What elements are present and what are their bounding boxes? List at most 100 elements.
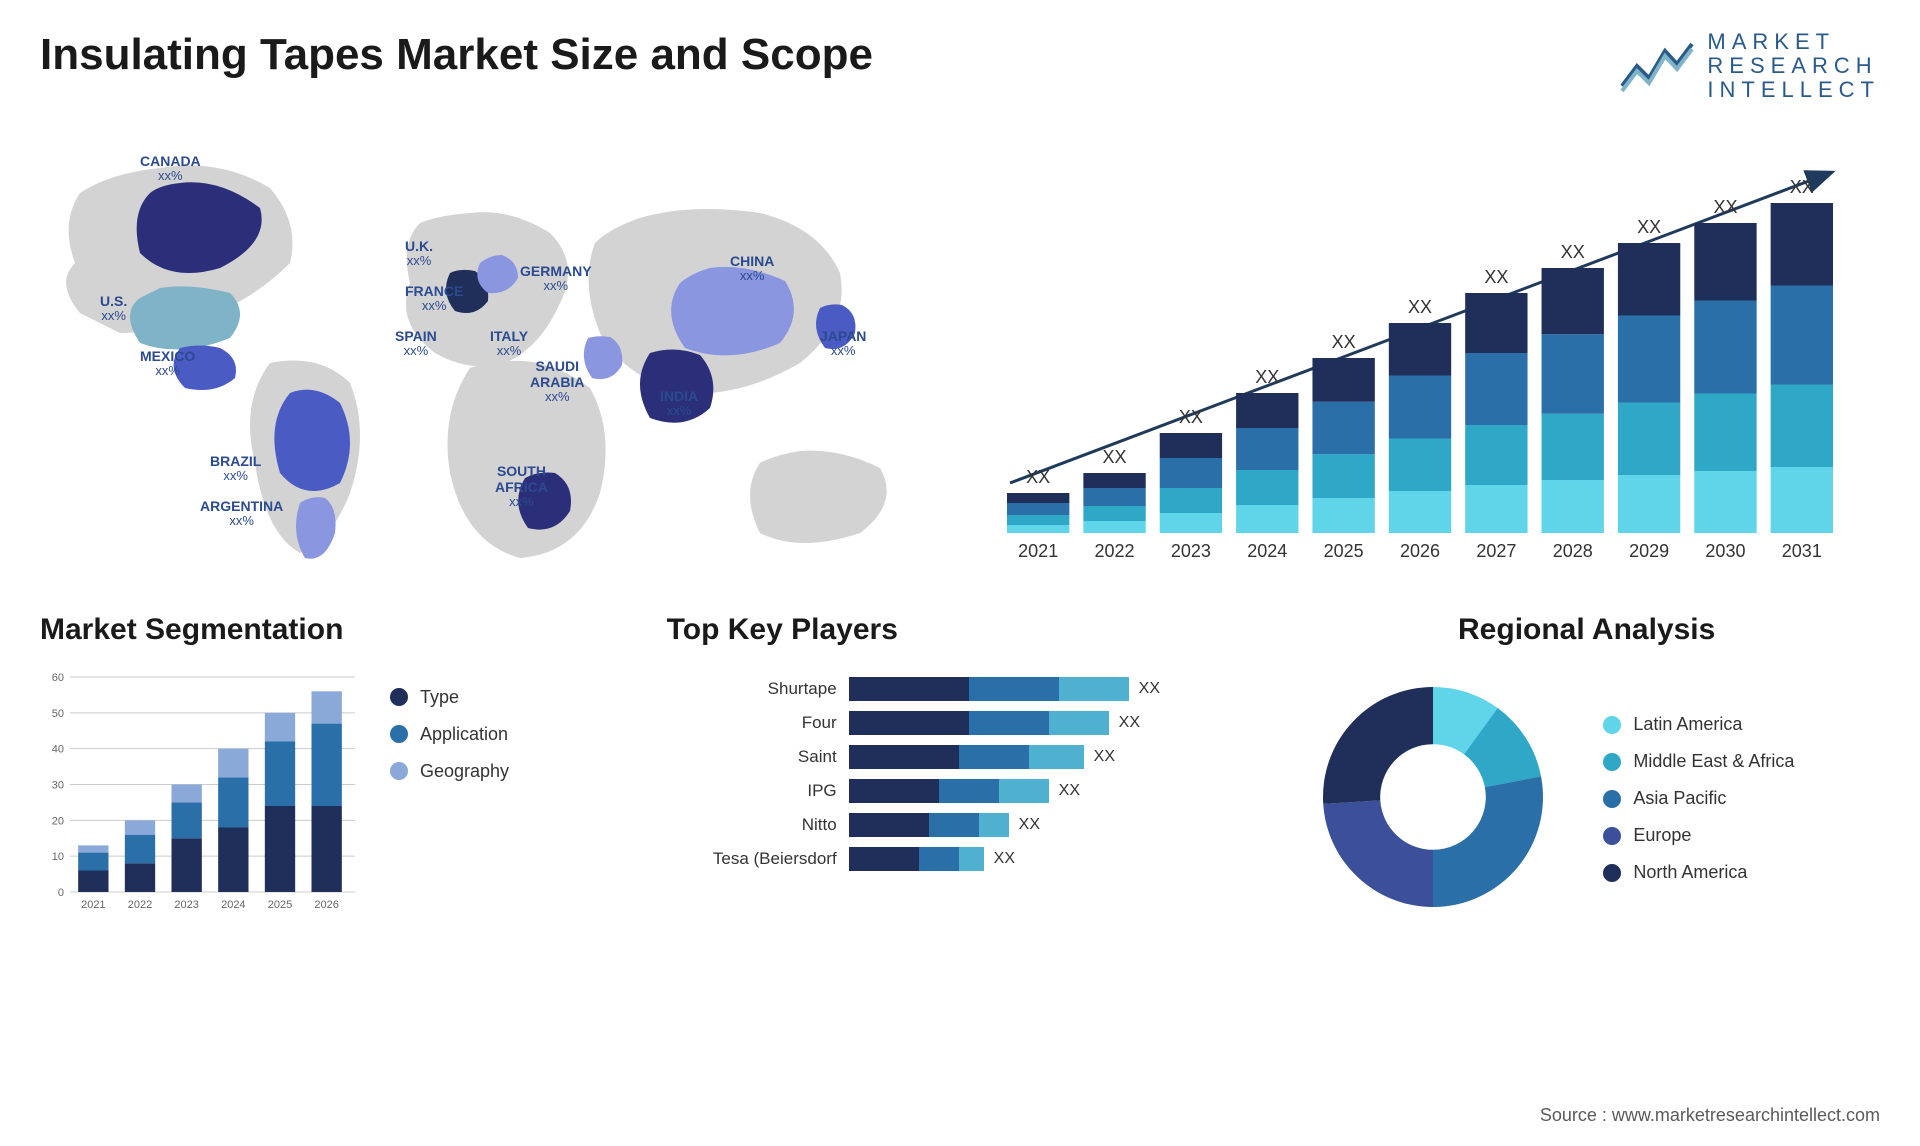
svg-text:40: 40 <box>52 743 64 755</box>
legend-dot-icon <box>390 725 408 743</box>
svg-text:XX: XX <box>1637 217 1661 237</box>
player-value: XX <box>1019 816 1040 834</box>
map-label-u-s-: U.S.xx% <box>100 293 127 324</box>
header: Insulating Tapes Market Size and Scope M… <box>40 30 1880 103</box>
player-bar-segment <box>1029 745 1084 769</box>
player-bar-segment <box>969 711 1049 735</box>
player-bar-wrap: XX <box>849 677 1254 701</box>
map-label-u-k-: U.K.xx% <box>405 238 433 269</box>
key-players-list: ShurtapeXXFourXXSaintXXIPGXXNittoXXTesa … <box>667 667 1254 871</box>
svg-text:XX: XX <box>1790 177 1814 197</box>
regional-legend-item: Asia Pacific <box>1603 788 1880 809</box>
svg-text:2028: 2028 <box>1553 541 1593 561</box>
player-bar-segment <box>959 847 984 871</box>
legend-label: Asia Pacific <box>1633 788 1726 809</box>
player-bar-wrap: XX <box>849 745 1254 769</box>
map-label-south-africa: SOUTHAFRICAxx% <box>495 463 548 510</box>
world-map: CANADAxx%U.S.xx%MEXICOxx%BRAZILxx%ARGENT… <box>40 133 940 563</box>
player-row: Tesa (BeiersdorfXX <box>667 847 1254 871</box>
player-label: Four <box>667 713 837 733</box>
legend-label: Middle East & Africa <box>1633 751 1794 772</box>
player-row: Nitto XX <box>667 813 1254 837</box>
map-label-saudi-arabia: SAUDIARABIAxx% <box>530 358 584 405</box>
brand-logo: MARKET RESEARCH INTELLECT <box>1617 30 1880 103</box>
player-label: Tesa (Beiersdorf <box>667 849 837 869</box>
svg-text:2031: 2031 <box>1782 541 1822 561</box>
svg-text:2024: 2024 <box>1247 541 1287 561</box>
regional-legend-item: North America <box>1603 862 1880 883</box>
map-label-canada: CANADAxx% <box>140 153 201 184</box>
legend-dot-icon <box>1603 827 1621 845</box>
player-bar-wrap: XX <box>849 711 1254 735</box>
segmentation-chart: 0102030405060202120222023202420252026 <box>40 667 360 917</box>
player-row: SaintXX <box>667 745 1254 769</box>
map-label-brazil: BRAZILxx% <box>210 453 261 484</box>
player-bar <box>849 779 1049 803</box>
map-label-germany: GERMANYxx% <box>520 263 592 294</box>
svg-text:2025: 2025 <box>268 899 292 911</box>
map-label-mexico: MEXICOxx% <box>140 348 195 379</box>
legend-label: Europe <box>1633 825 1691 846</box>
legend-dot-icon <box>1603 790 1621 808</box>
legend-dot-icon <box>1603 753 1621 771</box>
map-label-italy: ITALYxx% <box>490 328 528 359</box>
top-row: CANADAxx%U.S.xx%MEXICOxx%BRAZILxx%ARGENT… <box>40 133 1880 563</box>
player-bar-segment <box>1059 677 1129 701</box>
map-label-india: INDIAxx% <box>660 388 698 419</box>
player-bar-wrap: XX <box>849 813 1254 837</box>
svg-text:2023: 2023 <box>174 899 198 911</box>
player-label: Nitto <box>667 815 837 835</box>
player-row: Four XX <box>667 711 1254 735</box>
player-value: XX <box>1094 748 1115 766</box>
player-bar-segment <box>939 779 999 803</box>
legend-label: Geography <box>420 761 509 782</box>
svg-text:60: 60 <box>52 672 64 684</box>
player-value: XX <box>1119 714 1140 732</box>
legend-label: Latin America <box>1633 714 1742 735</box>
player-bar <box>849 745 1084 769</box>
svg-text:2021: 2021 <box>81 899 105 911</box>
regional-panel: Regional Analysis Latin America Middle Ea… <box>1293 613 1880 927</box>
logo-text: MARKET RESEARCH INTELLECT <box>1707 30 1880 103</box>
svg-text:XX: XX <box>1103 447 1127 467</box>
player-label: Shurtape <box>667 679 837 699</box>
player-row: Shurtape XX <box>667 677 1254 701</box>
player-bar-segment <box>919 847 959 871</box>
seg-legend-type: Type <box>390 687 627 708</box>
player-row: IPG XX <box>667 779 1254 803</box>
regional-title: Regional Analysis <box>1293 613 1880 647</box>
svg-text:2021: 2021 <box>1018 541 1058 561</box>
svg-text:2026: 2026 <box>1400 541 1440 561</box>
donut-svg <box>1293 667 1573 927</box>
svg-text:2022: 2022 <box>128 899 152 911</box>
player-bar-segment <box>849 779 939 803</box>
seg-legend-geography: Geography <box>390 761 627 782</box>
svg-text:2027: 2027 <box>1476 541 1516 561</box>
svg-text:2030: 2030 <box>1705 541 1745 561</box>
logo-line-3: INTELLECT <box>1707 78 1880 102</box>
player-bar <box>849 677 1129 701</box>
legend-dot-icon <box>1603 716 1621 734</box>
svg-text:10: 10 <box>52 851 64 863</box>
regional-legend: Latin America Middle East & Africa Asia Pa… <box>1603 694 1880 899</box>
player-value: XX <box>1059 782 1080 800</box>
segmentation-legend: TypeApplicationGeography <box>390 667 627 917</box>
regional-legend-item: Latin America <box>1603 714 1880 735</box>
svg-text:2026: 2026 <box>314 899 338 911</box>
player-label: IPG <box>667 781 837 801</box>
svg-text:2024: 2024 <box>221 899 245 911</box>
player-bar <box>849 711 1109 735</box>
logo-icon <box>1617 36 1697 96</box>
source-attribution: Source : www.marketresearchintellect.com <box>1540 1105 1880 1126</box>
regional-legend-item: Middle East & Africa <box>1603 751 1880 772</box>
svg-text:XX: XX <box>1332 332 1356 352</box>
map-label-france: FRANCExx% <box>405 283 463 314</box>
map-label-spain: SPAINxx% <box>395 328 437 359</box>
player-bar <box>849 813 1009 837</box>
segmentation-panel: Market Segmentation 01020304050602021202… <box>40 613 627 927</box>
svg-text:0: 0 <box>58 887 64 899</box>
player-bar-segment <box>849 847 919 871</box>
page-title: Insulating Tapes Market Size and Scope <box>40 30 873 80</box>
segmentation-svg: 0102030405060202120222023202420252026 <box>40 667 360 917</box>
player-bar-segment <box>929 813 979 837</box>
